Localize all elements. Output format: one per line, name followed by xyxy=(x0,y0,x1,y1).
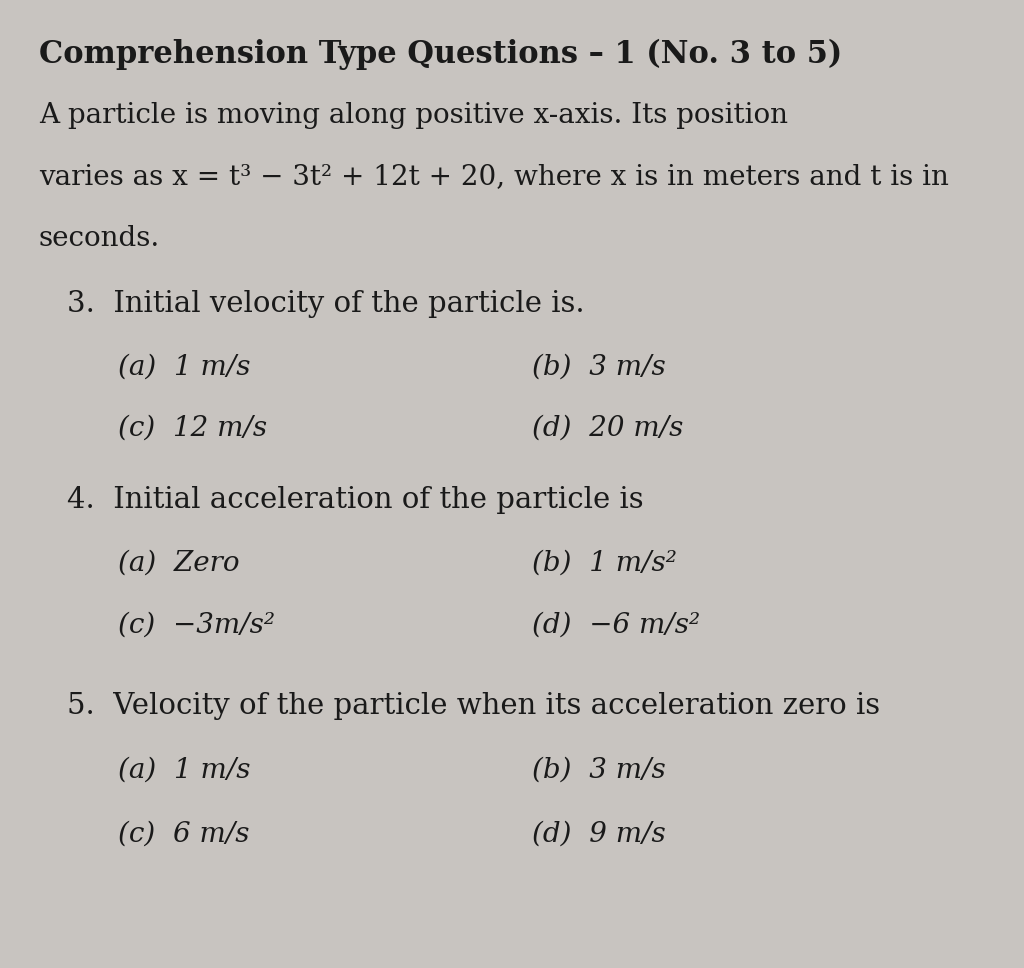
Text: (b)  3 m/s: (b) 3 m/s xyxy=(532,353,667,380)
Text: Comprehension Type Questions – 1 (No. 3 to 5): Comprehension Type Questions – 1 (No. 3 … xyxy=(39,39,842,70)
Text: (b)  3 m/s: (b) 3 m/s xyxy=(532,757,667,784)
Text: 3.  Initial velocity of the particle is.: 3. Initial velocity of the particle is. xyxy=(67,290,584,318)
Text: (a)  Zero: (a) Zero xyxy=(118,550,240,577)
Text: A particle is moving along positive x-axis. Its position: A particle is moving along positive x-ax… xyxy=(39,102,787,129)
Text: (d)  −6 m/s²: (d) −6 m/s² xyxy=(532,612,700,639)
Text: (d)  9 m/s: (d) 9 m/s xyxy=(532,821,667,848)
Text: (a)  1 m/s: (a) 1 m/s xyxy=(118,353,250,380)
Text: (c)  −3m/s²: (c) −3m/s² xyxy=(118,612,274,639)
Text: seconds.: seconds. xyxy=(39,225,160,252)
Text: (a)  1 m/s: (a) 1 m/s xyxy=(118,757,250,784)
Text: 4.  Initial acceleration of the particle is: 4. Initial acceleration of the particle … xyxy=(67,486,643,514)
Text: (d)  20 m/s: (d) 20 m/s xyxy=(532,414,684,441)
Text: (b)  1 m/s²: (b) 1 m/s² xyxy=(532,550,677,577)
Text: (c)  6 m/s: (c) 6 m/s xyxy=(118,821,249,848)
Text: (c)  12 m/s: (c) 12 m/s xyxy=(118,414,267,441)
Text: 5.  Velocity of the particle when its acceleration zero is: 5. Velocity of the particle when its acc… xyxy=(67,692,880,720)
Text: varies as x = t³ − 3t² + 12t + 20, where x is in meters and t is in: varies as x = t³ − 3t² + 12t + 20, where… xyxy=(39,163,949,190)
